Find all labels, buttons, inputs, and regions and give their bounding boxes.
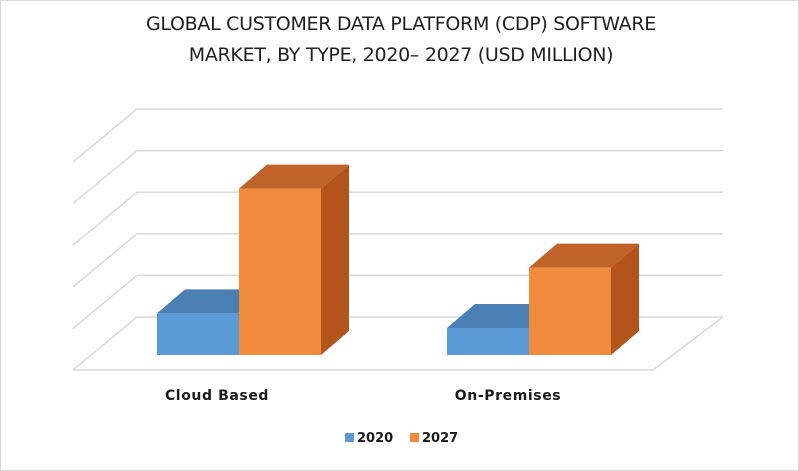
gridline-wall — [72, 316, 138, 371]
gridline-wall — [72, 191, 138, 246]
legend-label: 2027 — [422, 431, 458, 446]
chart-title: GLOBAL CUSTOMER DATA PLATFORM (CDP) SOFT… — [61, 9, 741, 71]
legend-label: 2020 — [357, 431, 393, 446]
bar-top — [529, 243, 639, 268]
grid — [72, 108, 724, 371]
bar-side — [611, 243, 639, 355]
bar-front — [239, 188, 321, 355]
chart-title-line-2: MARKET, BY TYPE, 2020– 2027 (USD MILLION… — [188, 44, 614, 66]
legend-swatch — [410, 433, 419, 442]
bar-cloud-based-2027 — [239, 164, 349, 355]
legend-swatch — [345, 433, 354, 442]
bar-side — [321, 164, 349, 355]
bar-on-premises-2027 — [529, 243, 639, 355]
bar-front — [447, 327, 529, 355]
legend-item-2027: 2027 — [410, 431, 458, 446]
bar-front — [529, 267, 611, 355]
category-label: Cloud Based — [165, 388, 269, 404]
gridline-wall — [72, 108, 138, 163]
bars — [157, 164, 639, 355]
category-label: On-Premises — [455, 388, 562, 404]
category-labels: Cloud Based On-Premises — [165, 388, 561, 404]
chart-title-line-1: GLOBAL CUSTOMER DATA PLATFORM (CDP) SOFT… — [146, 13, 656, 35]
bar-front — [157, 313, 239, 355]
legend-item-2020: 2020 — [345, 431, 393, 446]
gridline-wall — [72, 274, 138, 329]
floor-right-edge — [652, 316, 724, 371]
legend: 2020 2027 — [345, 431, 458, 446]
gridline-wall — [72, 233, 138, 288]
bar-top — [239, 164, 349, 189]
gridline-wall — [72, 150, 138, 205]
